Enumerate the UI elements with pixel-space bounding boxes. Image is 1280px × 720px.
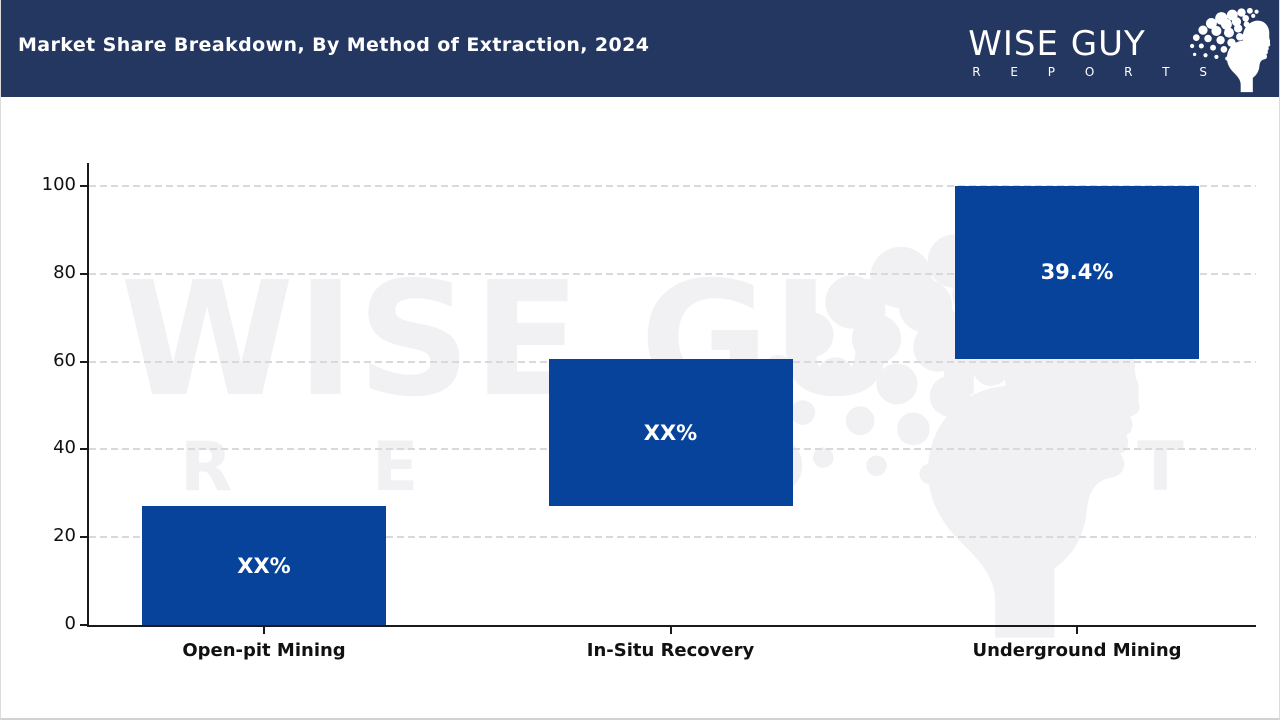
y-axis-spine xyxy=(87,163,89,627)
x-tick-mark xyxy=(1076,625,1078,634)
y-tick-label: 60 xyxy=(53,349,76,371)
y-tick-mark xyxy=(80,185,89,187)
y-tick-label: 0 xyxy=(64,613,76,634)
bar-value-label: 39.4% xyxy=(1040,260,1114,285)
x-tick-mark xyxy=(669,625,672,634)
y-tick-label: 80 xyxy=(53,261,76,283)
y-tick-label: 40 xyxy=(53,437,76,459)
wiseguy-logo: WISE GUY R E P O R T S xyxy=(968,4,1274,96)
y-tick-mark xyxy=(80,448,89,451)
bar-value-label: XX% xyxy=(237,553,291,578)
bar-underground-mining: 39.4% xyxy=(955,186,1199,359)
category-label: Open-pit Mining xyxy=(182,640,346,661)
bar-in-situ-recovery: XX% xyxy=(548,358,793,507)
header-bar: Market Share Breakdown, By Method of Ext… xyxy=(0,0,1280,97)
x-axis-spine xyxy=(87,625,1256,627)
y-gridline xyxy=(89,185,1256,187)
logo-sub-wordmark: R E P O R T S xyxy=(972,64,1220,79)
y-tick-label: 20 xyxy=(53,525,76,547)
y-tick-mark xyxy=(80,536,89,539)
y-tick-mark xyxy=(80,624,89,626)
y-tick-label: 100 xyxy=(41,174,76,195)
y-gridline xyxy=(89,536,1256,539)
category-label: In-Situ Recovery xyxy=(586,640,755,661)
bar-open-pit-mining: XX% xyxy=(142,506,386,625)
page-title: Market Share Breakdown, By Method of Ext… xyxy=(18,34,650,56)
logo-wordmark: WISE GUY xyxy=(968,23,1146,64)
y-gridline xyxy=(89,272,1256,275)
y-tick-mark xyxy=(80,272,89,275)
y-tick-mark xyxy=(80,360,89,363)
bar-value-label: XX% xyxy=(643,420,698,445)
category-label: Underground Mining xyxy=(972,640,1182,661)
logo-face-icon xyxy=(1190,7,1271,93)
x-tick-mark xyxy=(263,625,265,634)
